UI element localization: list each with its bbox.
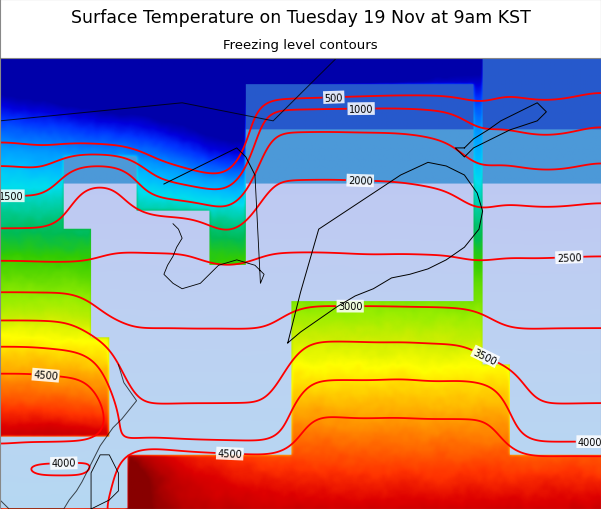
Text: 4500: 4500 [218,448,242,459]
Text: Surface Temperature on Tuesday 19 Nov at 9am KST: Surface Temperature on Tuesday 19 Nov at… [70,9,531,26]
Text: 4500: 4500 [33,370,58,381]
Text: 2000: 2000 [348,176,373,186]
Text: 4000: 4000 [52,458,76,468]
Text: 500: 500 [325,93,343,103]
Text: 4000: 4000 [578,437,601,447]
Text: 1000: 1000 [349,104,373,115]
Text: 2500: 2500 [557,252,582,263]
Text: Freezing level contours: Freezing level contours [223,39,378,52]
Text: 3500: 3500 [472,347,498,366]
Text: 3000: 3000 [338,301,362,312]
Text: 1500: 1500 [0,191,23,202]
